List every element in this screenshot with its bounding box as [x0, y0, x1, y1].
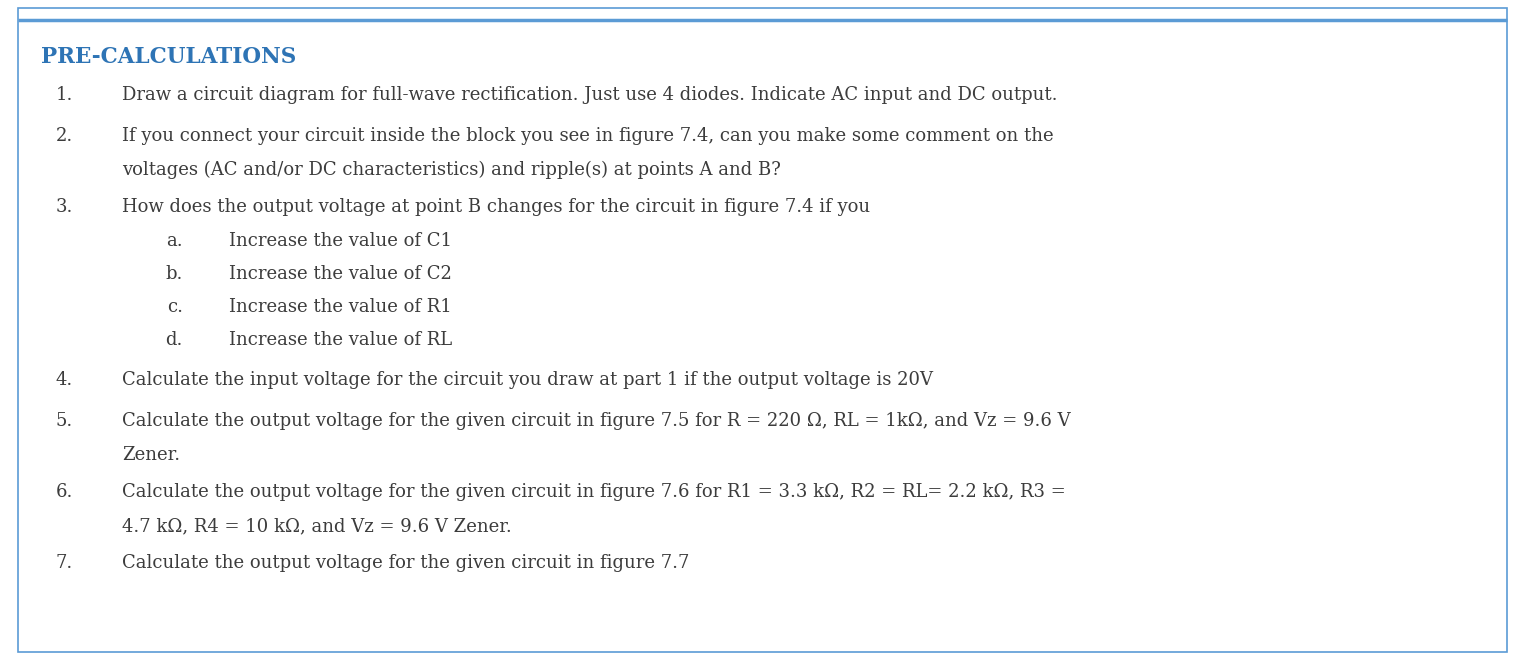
- Text: Increase the value of RL: Increase the value of RL: [229, 331, 451, 349]
- Text: 5.: 5.: [56, 412, 73, 430]
- Text: Increase the value of R1: Increase the value of R1: [229, 298, 451, 316]
- Text: 3.: 3.: [56, 198, 73, 216]
- Text: Zener.: Zener.: [122, 446, 180, 464]
- Text: Calculate the input voltage for the circuit you draw at part 1 if the output vol: Calculate the input voltage for the circ…: [122, 371, 933, 389]
- Text: Calculate the output voltage for the given circuit in figure 7.5 for R = 220 Ω, : Calculate the output voltage for the giv…: [122, 412, 1071, 430]
- Text: Draw a circuit diagram for full-wave rectification. Just use 4 diodes. Indicate : Draw a circuit diagram for full-wave rec…: [122, 86, 1057, 104]
- Text: d.: d.: [166, 331, 183, 349]
- Text: Increase the value of C1: Increase the value of C1: [229, 232, 451, 250]
- Text: Increase the value of C2: Increase the value of C2: [229, 265, 451, 283]
- Text: 2.: 2.: [56, 127, 73, 145]
- Text: a.: a.: [166, 232, 183, 250]
- Text: voltages (AC and/or DC characteristics) and ripple(s) at points A and B?: voltages (AC and/or DC characteristics) …: [122, 161, 781, 180]
- Text: 7.: 7.: [56, 554, 73, 572]
- Text: c.: c.: [168, 298, 183, 316]
- Text: If you connect your circuit inside the block you see in figure 7.4, can you make: If you connect your circuit inside the b…: [122, 127, 1054, 145]
- Text: 4.7 kΩ, R4 = 10 kΩ, and Vz = 9.6 V Zener.: 4.7 kΩ, R4 = 10 kΩ, and Vz = 9.6 V Zener…: [122, 517, 512, 535]
- Text: How does the output voltage at point B changes for the circuit in figure 7.4 if : How does the output voltage at point B c…: [122, 198, 871, 216]
- Text: 1.: 1.: [56, 86, 73, 104]
- Text: b.: b.: [166, 265, 183, 283]
- Text: 6.: 6.: [56, 483, 73, 501]
- Text: Calculate the output voltage for the given circuit in figure 7.7: Calculate the output voltage for the giv…: [122, 554, 689, 572]
- Text: Calculate the output voltage for the given circuit in figure 7.6 for R1 = 3.3 kΩ: Calculate the output voltage for the giv…: [122, 483, 1066, 501]
- Text: 4.: 4.: [56, 371, 73, 389]
- Text: PRE-CALCULATIONS: PRE-CALCULATIONS: [41, 46, 296, 68]
